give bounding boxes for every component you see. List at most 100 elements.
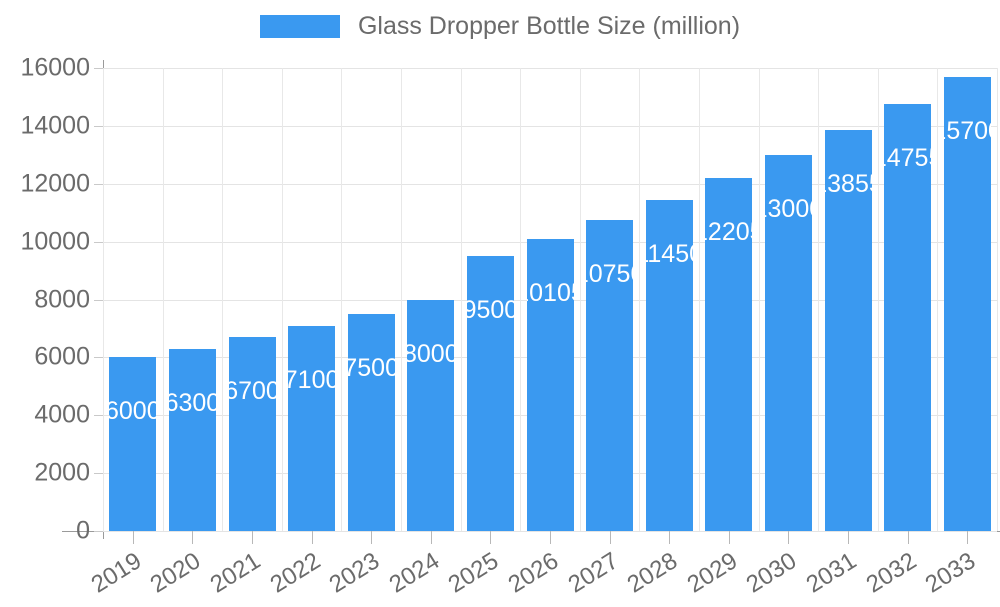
- y-axis-tick-mark: [94, 531, 103, 532]
- bar[interactable]: [109, 357, 157, 531]
- gridline-horizontal: [103, 68, 997, 69]
- bar[interactable]: [645, 199, 693, 531]
- bar-column[interactable]: 12205: [705, 68, 753, 531]
- x-axis-tick-label: 2023: [324, 547, 385, 599]
- bar-column[interactable]: 8000: [407, 68, 455, 531]
- y-axis-tick-mark: [94, 126, 103, 127]
- x-axis-tick-mark: [431, 531, 432, 544]
- x-axis-tick-label: 2031: [801, 547, 862, 599]
- gridline-vertical: [461, 68, 462, 531]
- x-axis-tick-label: 2020: [146, 547, 206, 599]
- gridline-vertical: [282, 68, 283, 531]
- bar[interactable]: [526, 238, 574, 531]
- y-axis-tick-mark: [94, 184, 103, 185]
- x-axis-tick-mark: [133, 531, 134, 544]
- bar[interactable]: [943, 76, 991, 531]
- bar-column[interactable]: 6000: [109, 68, 157, 531]
- gridline-vertical: [997, 68, 998, 531]
- bar-column[interactable]: 6300: [168, 68, 216, 531]
- gridline-horizontal: [103, 126, 997, 127]
- bar[interactable]: [764, 154, 812, 531]
- y-axis-tick-label: 4000: [34, 400, 90, 429]
- bar[interactable]: [466, 256, 514, 531]
- bar[interactable]: [168, 348, 216, 531]
- bar-column[interactable]: 7100: [288, 68, 336, 531]
- gridline-horizontal: [103, 184, 997, 185]
- y-axis-tick-mark: [94, 68, 103, 69]
- x-axis-tick-label: 2022: [265, 547, 325, 599]
- x-axis-tick-mark: [371, 531, 372, 544]
- y-axis-tick-label: 2000: [34, 458, 90, 487]
- legend-label[interactable]: Glass Dropper Bottle Size (million): [357, 12, 741, 40]
- gridline-vertical: [341, 68, 342, 531]
- bar-column[interactable]: 10105: [526, 68, 574, 531]
- gridline-vertical: [103, 68, 104, 531]
- y-axis-tick-mark: [94, 473, 103, 474]
- x-axis-tick-mark: [788, 531, 789, 544]
- y-axis-tick-label: 10000: [20, 227, 90, 256]
- y-axis-tick-label: 16000: [20, 53, 90, 82]
- gridline-vertical: [639, 68, 640, 531]
- bar[interactable]: [884, 104, 932, 531]
- bar[interactable]: [705, 177, 753, 531]
- y-axis-tick-label: 12000: [20, 169, 90, 198]
- x-axis-tick-mark: [610, 531, 611, 544]
- x-axis-tick-mark: [550, 531, 551, 544]
- y-axis-tick-mark: [94, 415, 103, 416]
- legend-color-swatch[interactable]: [259, 15, 340, 38]
- y-axis-tick-label: 0: [76, 516, 90, 545]
- bar-column[interactable]: 14755: [884, 68, 932, 531]
- y-axis-tick-label: 6000: [34, 342, 90, 371]
- bar-column[interactable]: 13000: [764, 68, 812, 531]
- x-axis-tick-label: 2025: [444, 547, 504, 599]
- x-axis-tick-mark: [192, 531, 193, 544]
- chart-legend: Glass Dropper Bottle Size (million): [0, 14, 1000, 39]
- x-axis-tick-label: 2032: [861, 547, 921, 599]
- y-axis-tick-mark: [94, 300, 103, 301]
- bar[interactable]: [228, 337, 276, 531]
- gridline-vertical: [222, 68, 223, 531]
- x-axis-tick-mark: [490, 531, 491, 544]
- bar[interactable]: [347, 313, 395, 531]
- bar-column[interactable]: 9500: [466, 68, 514, 531]
- gridline-vertical: [699, 68, 700, 531]
- x-axis-tick-mark: [312, 531, 313, 544]
- bar[interactable]: [824, 130, 872, 531]
- x-axis-tick-label: 2026: [503, 547, 564, 599]
- x-axis-tick-label: 2033: [920, 547, 981, 599]
- y-axis-tick-mark: [94, 357, 103, 358]
- gridline-vertical: [520, 68, 521, 531]
- bar-column[interactable]: 13855: [824, 68, 872, 531]
- gridline-vertical: [401, 68, 402, 531]
- gridline-vertical: [937, 68, 938, 531]
- bar-column[interactable]: 11450: [645, 68, 693, 531]
- x-axis-tick-label: 2019: [86, 547, 147, 599]
- x-axis-tick-mark: [967, 531, 968, 544]
- y-axis-tick-mark: [94, 242, 103, 243]
- x-axis-tick-mark: [848, 531, 849, 544]
- bar-column[interactable]: 6700: [228, 68, 276, 531]
- bar-column[interactable]: 7500: [347, 68, 395, 531]
- bar[interactable]: [288, 325, 336, 531]
- bar-column[interactable]: 10750: [586, 68, 634, 531]
- gridline-vertical: [163, 68, 164, 531]
- gridline-vertical: [818, 68, 819, 531]
- bar[interactable]: [586, 219, 634, 531]
- x-axis-tick-mark: [252, 531, 253, 544]
- gridline-vertical: [759, 68, 760, 531]
- x-axis-tick-mark: [729, 531, 730, 544]
- plot-area: 6000630067007100750080009500101051075011…: [103, 68, 998, 532]
- x-axis-tick-label: 2027: [563, 547, 623, 599]
- bar[interactable]: [407, 299, 455, 531]
- x-axis-tick-label: 2024: [384, 547, 445, 599]
- x-axis-tick-label: 2028: [622, 547, 683, 599]
- x-axis-tick-mark: [669, 531, 670, 544]
- x-axis-tick-label: 2029: [682, 547, 743, 599]
- x-axis-tick-label: 2021: [205, 547, 266, 599]
- bar-column[interactable]: 15700: [943, 68, 991, 531]
- y-axis-tick-label: 8000: [34, 285, 90, 313]
- x-axis-tick-mark: [908, 531, 909, 544]
- y-axis-tick-label: 14000: [20, 111, 90, 140]
- gridline-vertical: [878, 68, 879, 531]
